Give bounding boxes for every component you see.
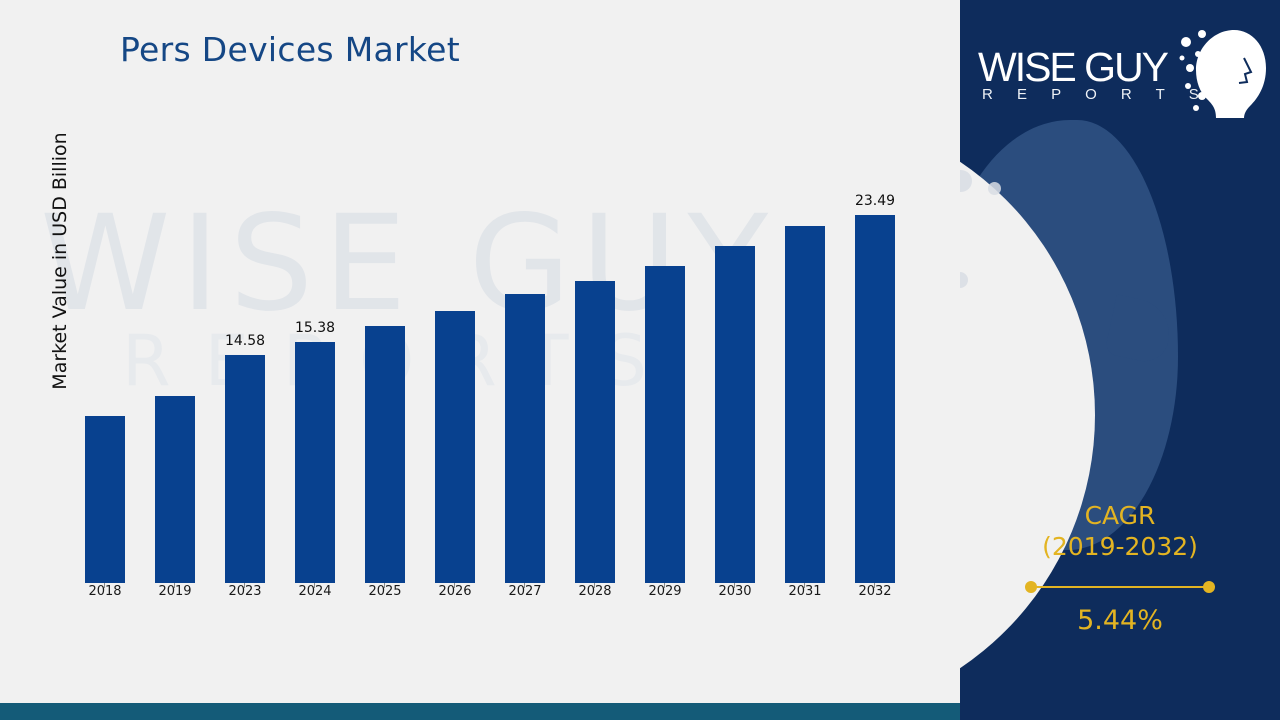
head-profile-icon bbox=[1179, 30, 1266, 118]
x-tick-label-2030: 2030 bbox=[718, 584, 752, 599]
bar-2024 bbox=[295, 342, 335, 583]
bar-column bbox=[490, 150, 560, 583]
x-tick-label-2026: 2026 bbox=[438, 584, 472, 599]
logo-secondary-text: R E P O R T S bbox=[982, 86, 1209, 103]
decorative-bubble bbox=[960, 170, 972, 192]
bar-2019 bbox=[155, 396, 195, 583]
page-title: Pers Devices Market bbox=[120, 30, 460, 69]
bar-2026 bbox=[435, 311, 475, 583]
y-axis-label: Market Value in USD Billion bbox=[49, 132, 71, 390]
x-tick-label-2028: 2028 bbox=[578, 584, 612, 599]
x-tick-mark bbox=[174, 583, 175, 588]
x-tick-mark bbox=[384, 583, 385, 588]
bar-value-label-2023: 14.58 bbox=[224, 333, 266, 349]
bar-column bbox=[630, 150, 700, 583]
brand-panel: WISE GUY R E P O R T S CAGR (2019-2032) bbox=[960, 0, 1280, 720]
bar-column bbox=[140, 150, 210, 583]
x-tick-mark bbox=[314, 583, 315, 588]
x-tick-label-2023: 2023 bbox=[228, 584, 262, 599]
x-tick-mark bbox=[594, 583, 595, 588]
bar-column: 14.58 bbox=[210, 150, 280, 583]
x-tick-mark bbox=[664, 583, 665, 588]
divider-line bbox=[1031, 585, 1209, 588]
bar-column bbox=[770, 150, 840, 583]
decorative-bubble bbox=[988, 182, 1001, 195]
bar-2032 bbox=[855, 215, 895, 583]
x-tick-label-2031: 2031 bbox=[788, 584, 822, 599]
bar-value-label-2024: 15.38 bbox=[294, 320, 336, 336]
bar-value-label-2032: 23.49 bbox=[854, 193, 896, 209]
bar-2031 bbox=[785, 226, 825, 583]
cagr-label: CAGR bbox=[1084, 501, 1156, 530]
x-tick-mark bbox=[874, 583, 875, 588]
x-tick-mark bbox=[524, 583, 525, 588]
x-tick-mark bbox=[734, 583, 735, 588]
x-tick-label-2019: 2019 bbox=[158, 584, 192, 599]
cagr-range: (2019-2032) bbox=[1042, 532, 1198, 562]
x-tick-mark bbox=[804, 583, 805, 588]
divider-dot-right bbox=[1203, 580, 1215, 593]
x-tick-mark bbox=[244, 583, 245, 588]
x-tick-label-2029: 2029 bbox=[648, 584, 682, 599]
bar-2028 bbox=[575, 281, 615, 583]
bar-column: 15.38 bbox=[280, 150, 350, 583]
bar-column: 23.49 bbox=[840, 150, 910, 583]
cagr-block: CAGR (2019-2032) 5.44% bbox=[960, 500, 1280, 636]
x-tick-mark bbox=[104, 583, 105, 588]
bar-2025 bbox=[365, 326, 405, 583]
bar-2023 bbox=[225, 355, 265, 583]
bar-column bbox=[700, 150, 770, 583]
x-tick-label-2027: 2027 bbox=[508, 584, 542, 599]
brand-logo[interactable]: WISE GUY R E P O R T S bbox=[960, 22, 1280, 122]
x-tick-label-2024: 2024 bbox=[298, 584, 332, 599]
x-tick-label-2025: 2025 bbox=[368, 584, 402, 599]
bar-column bbox=[560, 150, 630, 583]
bar-2029 bbox=[645, 266, 685, 583]
bar-2018 bbox=[85, 416, 125, 583]
cagr-value: 5.44% bbox=[1077, 604, 1163, 636]
bar-column bbox=[350, 150, 420, 583]
decorative-bubble bbox=[960, 272, 968, 288]
logo-primary-text: WISE GUY bbox=[978, 44, 1169, 90]
footer-strip bbox=[0, 703, 962, 720]
cagr-divider bbox=[1025, 579, 1215, 595]
x-tick-label-2018: 2018 bbox=[88, 584, 122, 599]
x-tick-mark bbox=[454, 583, 455, 588]
bar-2030 bbox=[715, 246, 755, 583]
bar-2027 bbox=[505, 294, 545, 583]
bar-column bbox=[70, 150, 140, 583]
bar-column bbox=[420, 150, 490, 583]
x-tick-label-2032: 2032 bbox=[858, 584, 892, 599]
